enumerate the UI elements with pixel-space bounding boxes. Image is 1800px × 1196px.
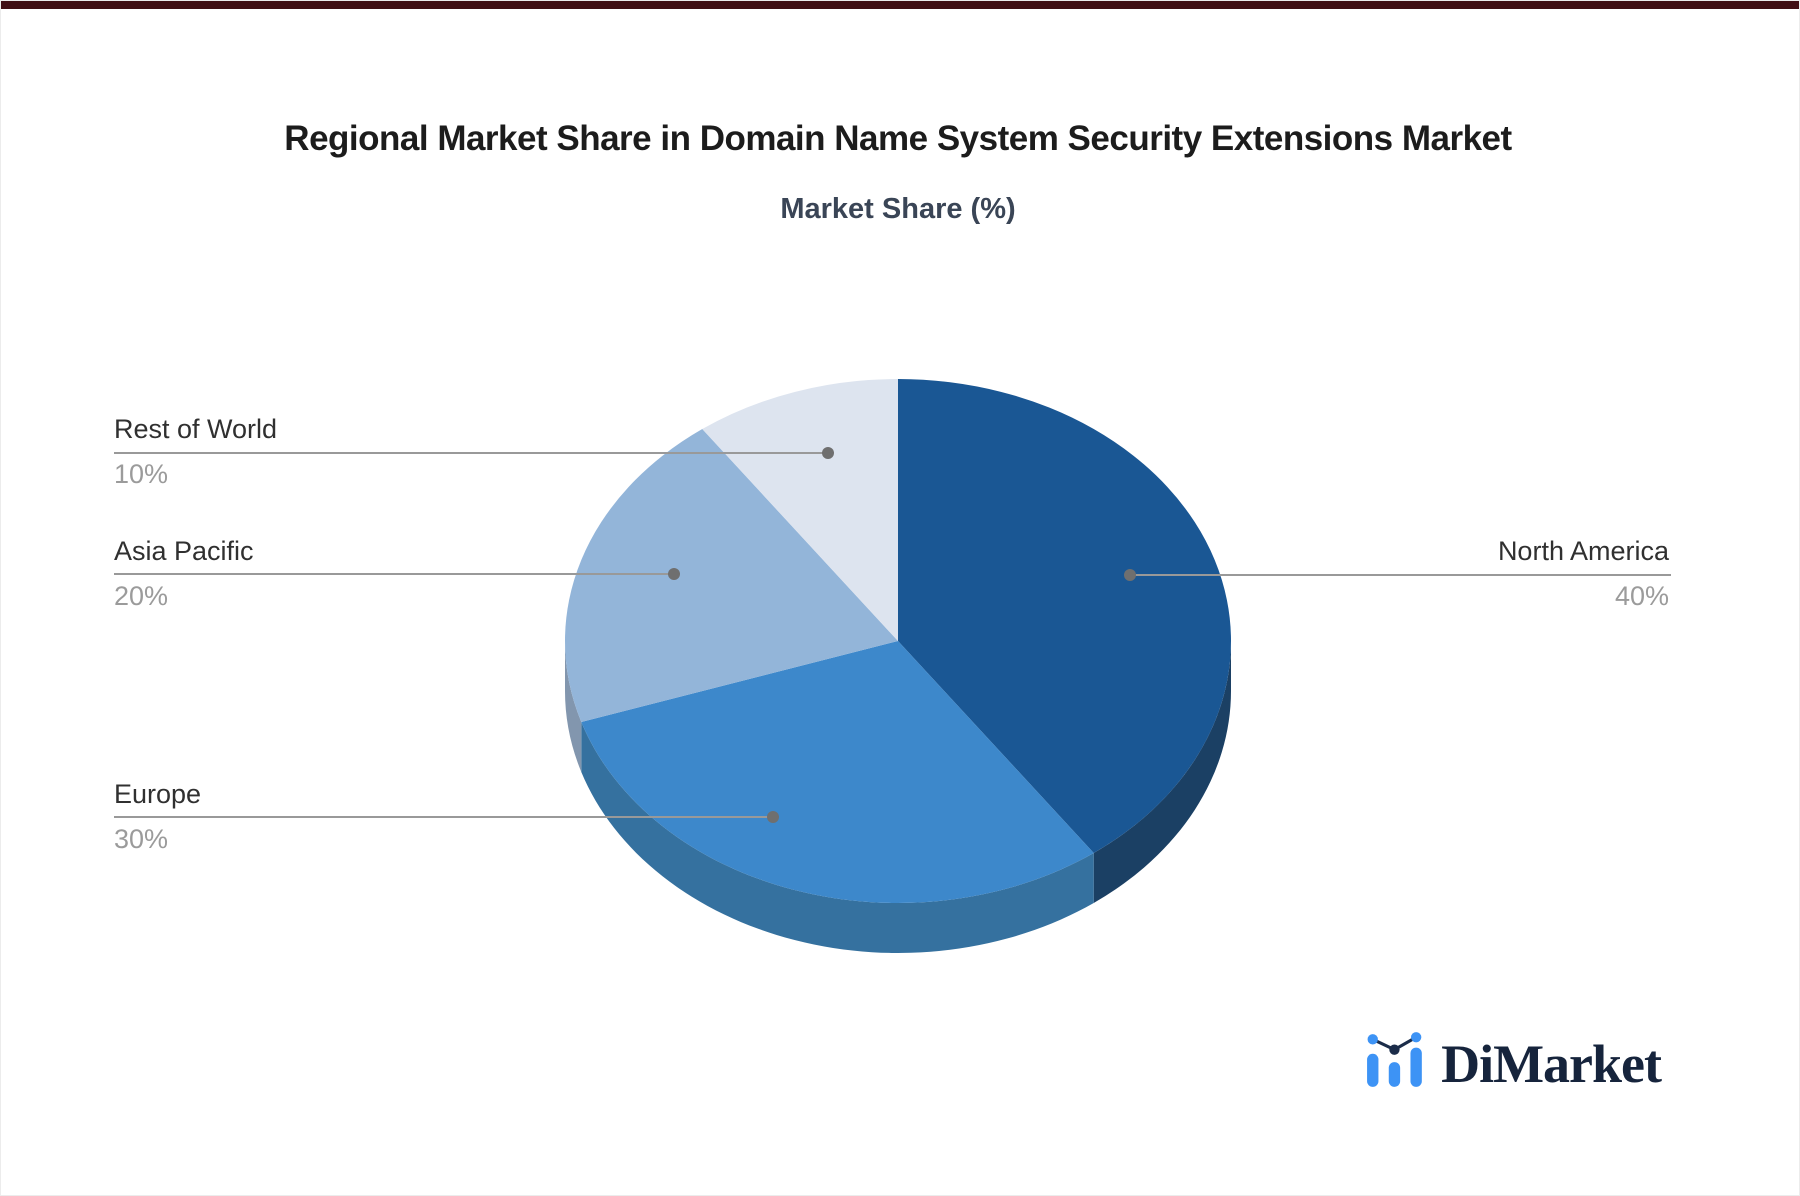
slice-label-north-america: North America [1497,536,1669,566]
leader-dot-asia-pacific [668,568,680,580]
dimarket-logo-icon [1367,1032,1422,1087]
leader-dot-rest-of-world [822,447,834,459]
pie-slice-asia-pacific [564,429,898,722]
slice-value-europe: 30% [114,824,169,854]
slice-value-rest-of-world: 10% [114,459,169,489]
logo-dot-2 [1389,1044,1400,1055]
pie-side-europe [581,721,1094,954]
slice-value-asia-pacific: 20% [114,581,169,611]
slice-label-asia-pacific: Asia Pacific [114,536,254,566]
pie-slice-europe [581,641,1094,903]
slice-value-north-america: 40% [1614,581,1669,611]
pie-side-north-america [1093,641,1231,903]
logo-bar-1 [1367,1053,1379,1087]
chart-title: Regional Market Share in Domain Name Sys… [284,119,1512,158]
pie-slice-north-america [898,379,1231,853]
dimarket-logo: DiMarket [1365,1031,1662,1094]
logo-bar-3 [1410,1047,1422,1087]
leader-dot-europe [767,811,779,823]
logo-bar-2 [1388,1062,1401,1087]
slice-label-rest-of-world: Rest of World [114,414,278,444]
logo-dot-1 [1367,1034,1378,1045]
pie-side-asia-pacific [565,641,582,772]
chart-subtitle: Market Share (%) [780,193,1016,225]
slice-label-europe: Europe [114,779,202,809]
top-border-bar [1,1,1799,9]
pie-slice-rest-of-world [702,379,898,641]
dimarket-logo-text: DiMarket [1441,1034,1662,1094]
leader-dot-north-america [1124,569,1136,581]
logo-dot-3 [1411,1032,1422,1043]
